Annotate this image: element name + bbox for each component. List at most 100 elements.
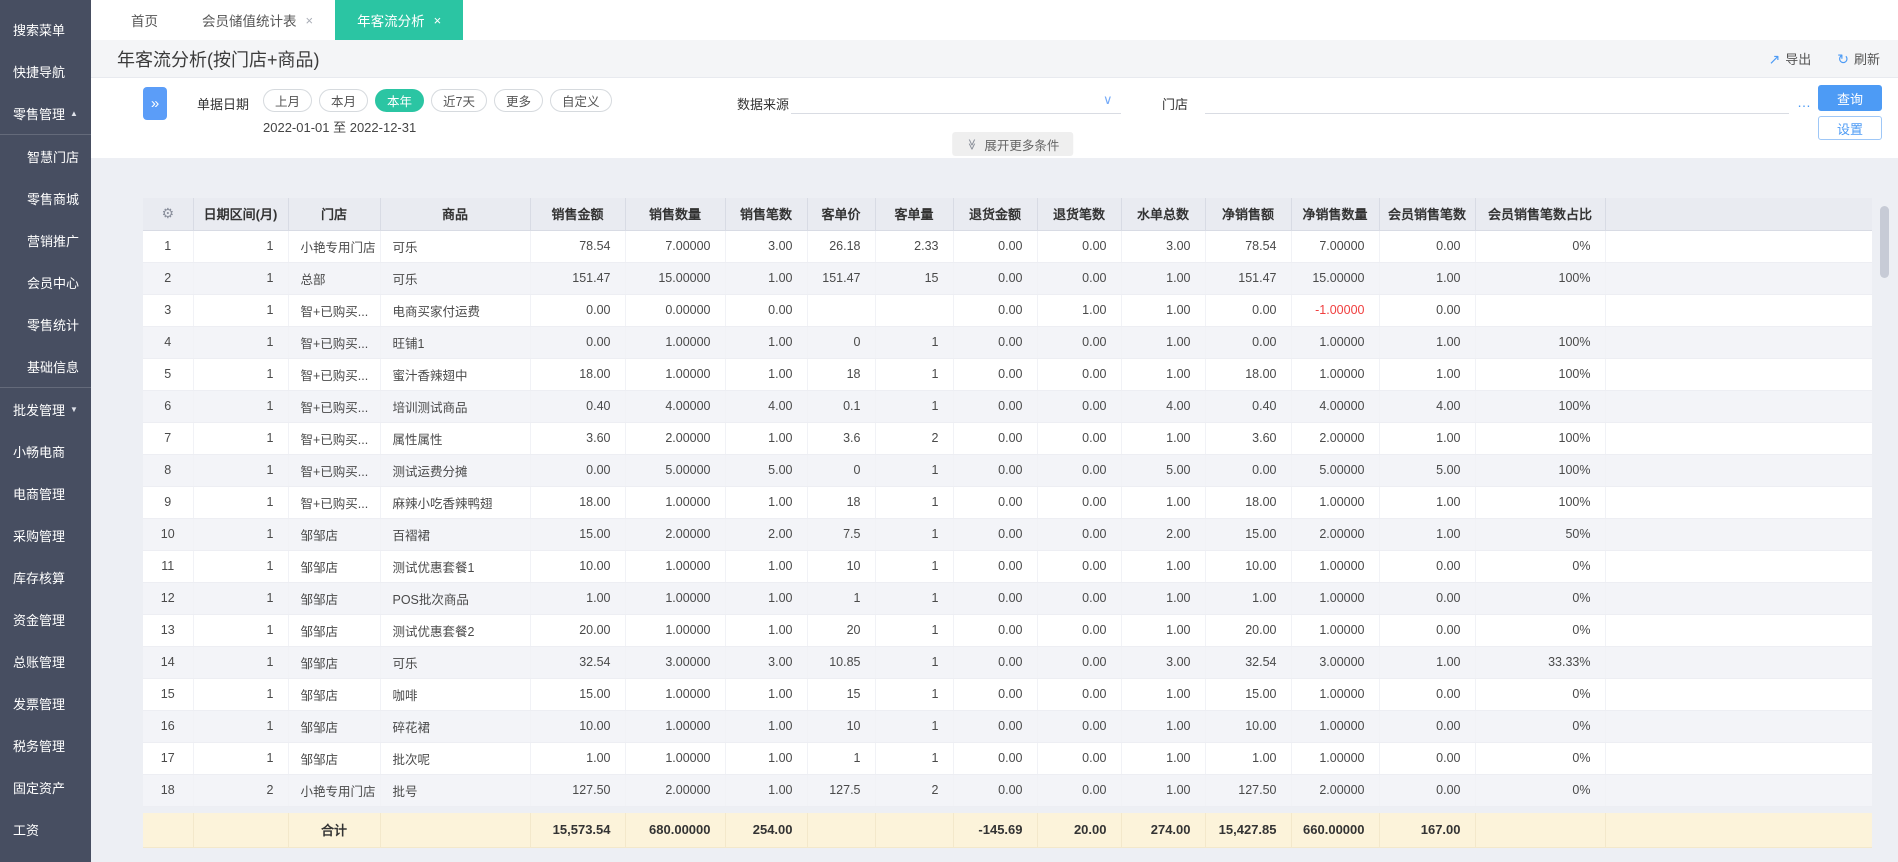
table-cell: 2.00000	[625, 774, 726, 807]
refresh-button[interactable]: ↻ 刷新	[1837, 49, 1880, 68]
table-cell	[1605, 646, 1872, 679]
table-row[interactable]: 6 1 智+已购买... 培训测试商品 0.40 4.00000 4.00 0.1 1 0.00 0…	[143, 390, 1872, 423]
table-cell: 1.00	[1121, 294, 1206, 327]
table-row[interactable]: 5 1 智+已购买... 蜜汁香辣翅中 18.00 1.00000 1.00 18 1 0.00 0…	[143, 358, 1872, 391]
data-source-select[interactable]	[791, 90, 1121, 114]
table-cell: 0.00	[1379, 614, 1476, 647]
table-cell: 0.00	[953, 358, 1038, 391]
table-cell: 4	[143, 326, 194, 359]
date-pill-自定义[interactable]: 自定义	[550, 89, 612, 112]
table-row[interactable]: 14 1 邹邹店 可乐 32.54 3.00000 3.00 10.85 1 0.00 0.00 3.…	[143, 646, 1872, 679]
table-cell: 1	[875, 454, 954, 487]
sidebar-item-零售商城[interactable]: 零售商城	[27, 191, 80, 207]
sidebar-item-发票管理[interactable]: 发票管理	[13, 696, 66, 712]
table-cell: 小艳专用门店	[288, 774, 381, 807]
sidebar-item-智慧门店[interactable]: 智慧门店	[27, 149, 80, 165]
sidebar-item-库存核算[interactable]: 库存核算	[13, 570, 66, 586]
tab-会员储值统计表[interactable]: 会员储值统计表 ×	[202, 12, 314, 30]
sidebar-item-批发管理[interactable]: 批发管理 ▼	[13, 402, 78, 418]
sidebar-item-搜索菜单[interactable]: 搜索菜单	[13, 22, 66, 38]
table-header-row: ⚙ 日期区间(月) 门店 商品 销售金额 销售数量 销售笔数 客单价 客单量 退货金额 退货笔数 水单…	[143, 198, 1872, 231]
close-icon[interactable]: ×	[433, 12, 442, 28]
table-cell: 1.00000	[625, 582, 726, 615]
table-row[interactable]: 13 1 邹邹店 测试优惠套餐2 20.00 1.00000 1.00 20 1 0.00 0.00…	[143, 614, 1872, 647]
table-row[interactable]: 17 1 邹邹店 批次呢 1.00 1.00000 1.00 1 1 0.00 0.00 1.00 1.…	[143, 742, 1872, 775]
sidebar-item-基础信息[interactable]: 基础信息	[27, 359, 80, 375]
table-row[interactable]: 9 1 智+已购买... 麻辣小吃香辣鸭翅 18.00 1.00000 1.00 18 1 0.0…	[143, 486, 1872, 519]
scrollbar-thumb[interactable]	[1880, 206, 1889, 278]
table-row[interactable]: 4 1 智+已购买... 旺铺1 0.00 1.00000 1.00 0 1 0.00 0.00 1.…	[143, 326, 1872, 359]
table-cell: 2.00000	[1291, 774, 1380, 807]
table-cell: 0%	[1475, 774, 1606, 807]
table-cell: 0.00	[953, 774, 1038, 807]
column-settings-gear-icon[interactable]: ⚙	[161, 205, 175, 222]
table-cell: 0.00	[530, 326, 626, 359]
date-pill-上月[interactable]: 上月	[263, 89, 313, 112]
collapse-filter-button[interactable]: »	[143, 87, 167, 120]
table-cell: 3.60	[530, 422, 626, 455]
sidebar-item-固定资产[interactable]: 固定资产	[13, 780, 66, 796]
table-row[interactable]: 18 2 小艳专用门店 批号 127.50 2.00000 1.00 127.5 2 0.00 0.…	[143, 774, 1872, 807]
table-cell: 1.00000	[625, 678, 726, 711]
table-row[interactable]: 12 1 邹邹店 POS批次商品 1.00 1.00000 1.00 1 1 0.00 0.00 1.…	[143, 582, 1872, 615]
table-cell: 邹邹店	[288, 614, 381, 647]
table-cell: 1	[193, 454, 289, 487]
date-pill-本年[interactable]: 本年	[375, 89, 425, 112]
date-range-value[interactable]: 2022-01-01 至 2022-12-31	[263, 120, 417, 135]
sidebar-item-采购管理[interactable]: 采购管理	[13, 528, 66, 544]
table-cell: 1	[193, 262, 289, 295]
store-filter-label: 门店	[1162, 97, 1189, 112]
sidebar-item-营销推广[interactable]: 营销推广	[27, 233, 80, 249]
sidebar-item-资金管理[interactable]: 资金管理	[13, 612, 66, 628]
close-icon[interactable]: ×	[305, 12, 314, 28]
table-cell: 0.40	[530, 390, 626, 423]
column-header-销售数量: 销售数量	[625, 198, 726, 231]
query-button[interactable]: 查询	[1818, 85, 1882, 111]
tab-首页[interactable]: 首页	[131, 14, 158, 29]
table-row[interactable]: 15 1 邹邹店 咖啡 15.00 1.00000 1.00 15 1 0.00 0.00 1.00 1…	[143, 678, 1872, 711]
expand-more-conditions-button[interactable]: ≫ 展开更多条件	[951, 132, 1074, 156]
store-more-ellipsis[interactable]: …	[1797, 94, 1813, 110]
export-button[interactable]: ↗ 导出	[1769, 49, 1812, 68]
table-cell	[1605, 774, 1872, 807]
table-row[interactable]: 3 1 智+已购买... 电商买家付运费 0.00 0.00000 0.00 0.00 1.00…	[143, 294, 1872, 327]
sidebar-item-快捷导航[interactable]: 快捷导航	[13, 64, 66, 80]
table-row[interactable]: 1 1 小艳专用门店 可乐 78.54 7.00000 3.00 26.18 2.33 0.00 0…	[143, 230, 1872, 263]
tab-年客流分析[interactable]: 年客流分析 ×	[335, 0, 464, 40]
table-cell: 0.00	[953, 326, 1038, 359]
sidebar-item-电商管理[interactable]: 电商管理	[13, 486, 66, 502]
table-cell: 26.18	[807, 230, 876, 263]
table-cell: 2.00000	[1291, 422, 1380, 455]
table-row[interactable]: 11 1 邹邹店 测试优惠套餐1 10.00 1.00000 1.00 10 1 0.00 0.00…	[143, 550, 1872, 583]
table-cell: 4.00	[1379, 390, 1476, 423]
sidebar-item-会员中心[interactable]: 会员中心	[27, 275, 80, 291]
table-cell: 1.00	[1379, 358, 1476, 391]
table-cell: 1.00000	[1291, 582, 1380, 615]
date-pill-本月[interactable]: 本月	[319, 89, 369, 112]
table-cell: 1.00000	[625, 742, 726, 775]
settings-button[interactable]: 设置	[1818, 116, 1882, 140]
table-cell: 15	[807, 678, 876, 711]
table-row[interactable]: 16 1 邹邹店 碎花裙 10.00 1.00000 1.00 10 1 0.00 0.00 1.00…	[143, 710, 1872, 743]
table-cell: 1.00	[1121, 262, 1206, 295]
sidebar-item-小畅电商[interactable]: 小畅电商	[13, 444, 66, 460]
table-cell: 0.00	[1379, 294, 1476, 327]
table-row[interactable]: 7 1 智+已购买... 属性属性 3.60 2.00000 1.00 3.6 2 0.00 0.0…	[143, 422, 1872, 455]
store-input[interactable]	[1205, 90, 1789, 114]
sidebar-item-工资[interactable]: 工资	[13, 822, 40, 838]
table-row[interactable]: 8 1 智+已购买... 测试运费分摊 0.00 5.00000 5.00 0 1 0.00 0.0…	[143, 454, 1872, 487]
table-cell: 3.00000	[1291, 646, 1380, 679]
sidebar-item-税务管理[interactable]: 税务管理	[13, 738, 66, 754]
column-header-客单量: 客单量	[875, 198, 954, 231]
table-row[interactable]: 2 1 总部 可乐 151.47 15.00000 1.00 151.47 15 0.00 0.00…	[143, 262, 1872, 295]
table-cell: 15.00000	[1291, 262, 1380, 295]
sidebar-item-总账管理[interactable]: 总账管理	[13, 654, 66, 670]
date-pill-近7天[interactable]: 近7天	[431, 89, 487, 112]
column-header-filler	[1605, 198, 1872, 231]
table-row[interactable]: 10 1 邹邹店 百褶裙 15.00 2.00000 2.00 7.5 1 0.00 0.00 2.0…	[143, 518, 1872, 551]
date-pill-更多[interactable]: 更多	[494, 89, 544, 112]
sidebar-item-零售统计[interactable]: 零售统计	[27, 317, 80, 333]
table-cell: 1.00	[1379, 486, 1476, 519]
table-cell: 1	[875, 646, 954, 679]
sidebar-item-零售管理[interactable]: 零售管理 ▲	[13, 106, 78, 122]
